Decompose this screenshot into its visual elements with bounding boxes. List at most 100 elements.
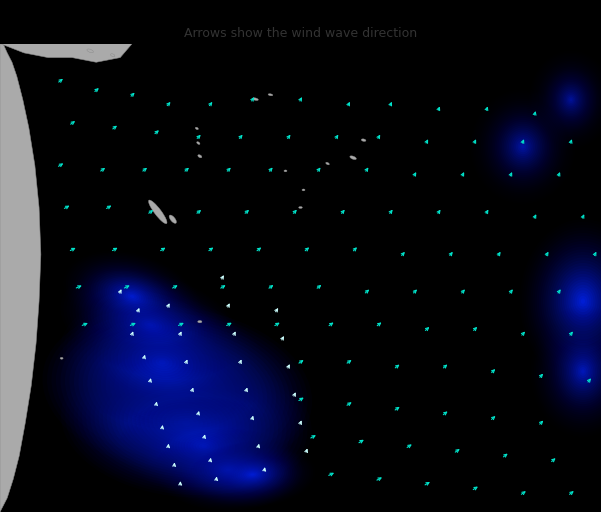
Ellipse shape: [112, 283, 153, 310]
Ellipse shape: [130, 295, 135, 298]
Ellipse shape: [240, 468, 265, 481]
Ellipse shape: [108, 299, 192, 350]
Ellipse shape: [238, 467, 267, 482]
Ellipse shape: [350, 156, 356, 160]
Ellipse shape: [83, 331, 272, 449]
Ellipse shape: [150, 373, 204, 407]
Ellipse shape: [219, 464, 238, 475]
Ellipse shape: [557, 338, 601, 404]
Ellipse shape: [177, 441, 280, 499]
Ellipse shape: [148, 400, 224, 445]
Ellipse shape: [146, 371, 209, 410]
Ellipse shape: [560, 343, 601, 400]
Ellipse shape: [162, 422, 246, 471]
Ellipse shape: [178, 418, 195, 428]
Ellipse shape: [248, 473, 257, 477]
Ellipse shape: [108, 326, 217, 398]
Ellipse shape: [96, 292, 204, 357]
Ellipse shape: [165, 423, 243, 470]
Ellipse shape: [216, 463, 240, 477]
Ellipse shape: [129, 402, 280, 491]
Ellipse shape: [194, 451, 263, 489]
Ellipse shape: [56, 315, 299, 466]
Ellipse shape: [103, 373, 270, 473]
Ellipse shape: [512, 135, 534, 158]
Ellipse shape: [569, 354, 597, 389]
Ellipse shape: [574, 360, 592, 382]
Ellipse shape: [564, 92, 578, 108]
Ellipse shape: [107, 280, 157, 313]
Ellipse shape: [114, 351, 240, 430]
Ellipse shape: [567, 95, 575, 104]
Ellipse shape: [123, 308, 177, 341]
Ellipse shape: [230, 462, 275, 486]
Ellipse shape: [102, 276, 162, 316]
Ellipse shape: [98, 274, 166, 319]
Ellipse shape: [47, 309, 308, 471]
Ellipse shape: [169, 413, 203, 433]
Ellipse shape: [201, 455, 255, 485]
Ellipse shape: [157, 406, 216, 440]
Ellipse shape: [92, 337, 263, 443]
Ellipse shape: [138, 317, 162, 332]
Ellipse shape: [549, 258, 601, 345]
Ellipse shape: [96, 272, 169, 321]
Ellipse shape: [575, 290, 591, 312]
Ellipse shape: [27, 16, 33, 18]
Ellipse shape: [118, 333, 207, 392]
Ellipse shape: [558, 268, 601, 334]
Ellipse shape: [99, 294, 201, 355]
Ellipse shape: [234, 464, 271, 484]
Ellipse shape: [65, 351, 308, 495]
Ellipse shape: [173, 388, 182, 393]
Ellipse shape: [110, 348, 245, 432]
Ellipse shape: [97, 319, 227, 405]
Ellipse shape: [73, 356, 299, 490]
Ellipse shape: [65, 39, 70, 42]
Ellipse shape: [558, 341, 601, 402]
Ellipse shape: [182, 433, 227, 460]
Ellipse shape: [217, 456, 288, 493]
Ellipse shape: [60, 357, 63, 359]
Ellipse shape: [168, 425, 241, 468]
Ellipse shape: [268, 94, 273, 96]
Ellipse shape: [142, 349, 183, 376]
Ellipse shape: [567, 352, 599, 391]
Ellipse shape: [516, 139, 530, 154]
Ellipse shape: [519, 143, 526, 151]
Ellipse shape: [73, 304, 251, 421]
Ellipse shape: [80, 308, 245, 416]
Ellipse shape: [151, 415, 258, 478]
Ellipse shape: [90, 315, 234, 410]
Ellipse shape: [132, 314, 168, 335]
Ellipse shape: [70, 323, 285, 457]
Ellipse shape: [123, 290, 141, 303]
Ellipse shape: [127, 293, 137, 300]
Ellipse shape: [577, 293, 590, 309]
Ellipse shape: [84, 310, 241, 414]
Ellipse shape: [161, 408, 212, 438]
Ellipse shape: [579, 296, 587, 307]
Polygon shape: [0, 44, 132, 62]
Ellipse shape: [148, 200, 167, 224]
Ellipse shape: [548, 255, 601, 348]
Ellipse shape: [555, 266, 601, 337]
Ellipse shape: [221, 458, 284, 491]
Ellipse shape: [552, 260, 601, 342]
Ellipse shape: [509, 131, 537, 162]
Ellipse shape: [116, 286, 148, 307]
Ellipse shape: [111, 54, 115, 57]
Ellipse shape: [102, 295, 198, 354]
Text: Arrows show the wind wave direction: Arrows show the wind wave direction: [184, 28, 417, 40]
Ellipse shape: [566, 350, 600, 393]
Ellipse shape: [159, 420, 249, 473]
Ellipse shape: [244, 470, 261, 479]
Ellipse shape: [514, 137, 532, 156]
Ellipse shape: [511, 133, 535, 160]
Ellipse shape: [69, 353, 304, 493]
Ellipse shape: [65, 321, 290, 460]
Ellipse shape: [128, 388, 245, 458]
Ellipse shape: [93, 271, 171, 323]
Ellipse shape: [82, 361, 291, 485]
Ellipse shape: [189, 448, 267, 492]
